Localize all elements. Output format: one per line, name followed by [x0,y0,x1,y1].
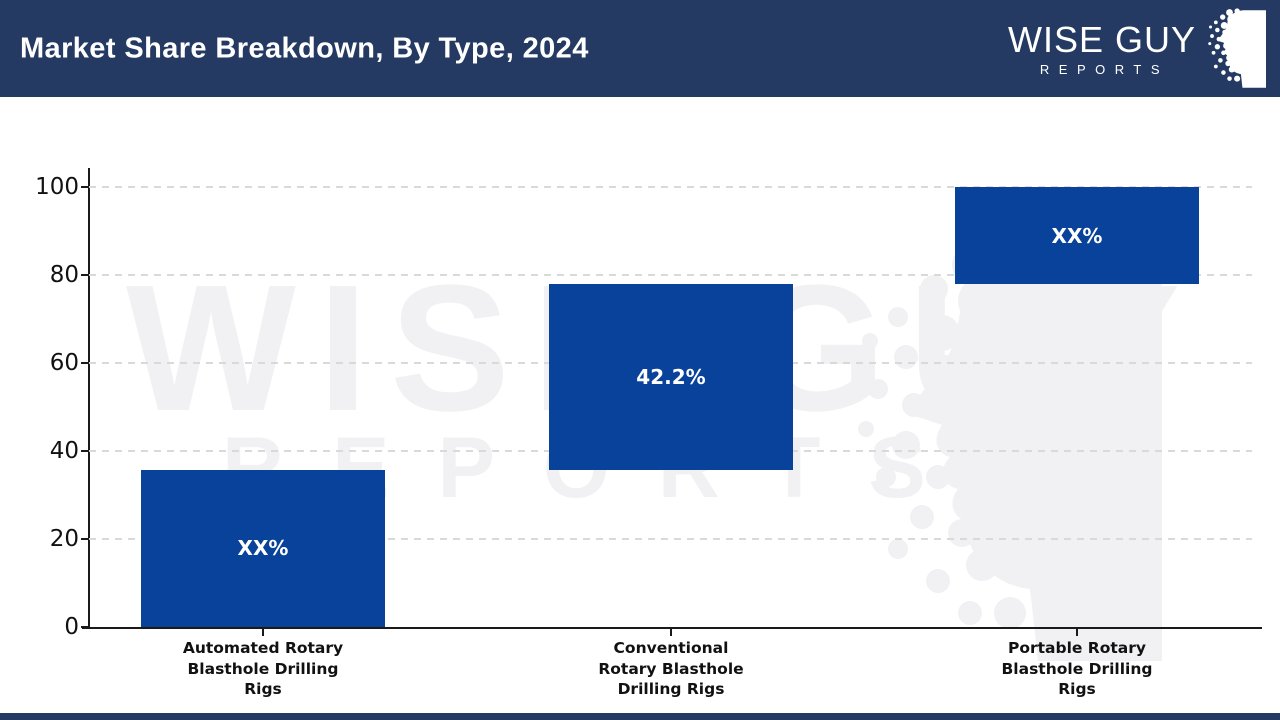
footer-bar [0,713,1280,720]
y-axis-tick-label: 40 [49,438,79,464]
x-axis-line [82,627,1262,629]
plot-area: 0 20 40 60 80 100 XX% 42.2% XX% Automated Rotary … [0,97,1280,713]
brand-logo-text: WISE GUY REPORTS [1007,19,1196,78]
x-axis-tick [670,629,672,636]
y-axis-tick [81,274,89,276]
gridline [89,274,1252,276]
y-axis-tick-label: 80 [49,262,79,288]
y-axis-tick [81,362,89,364]
y-axis-tick-label: 0 [64,614,79,640]
y-axis-line [88,168,90,629]
dotted-head-icon [1208,8,1266,88]
brand-tagline: REPORTS [1039,62,1170,77]
x-axis-tick [262,629,264,636]
y-axis-tick [81,626,89,628]
x-axis-category-label: Automated Rotary Blasthole Drilling Rigs [182,639,344,698]
x-axis-category-label: Conventional Rotary Blasthole Drilling R… [598,639,744,698]
gridline [89,538,1252,540]
brand-name: WISE GUY [1007,19,1196,60]
y-axis-tick [81,450,89,452]
bar-value-label: XX% [1051,223,1103,248]
bar-value-label: XX% [237,536,289,561]
x-axis-category-label: Portable Rotary Blasthole Drilling Rigs [1001,639,1153,698]
y-axis-tick [81,186,89,188]
bar-value-label: 42.2% [636,365,706,390]
brand-logo: WISE GUY REPORTS [1008,6,1266,92]
x-axis-tick [1076,629,1078,636]
bar-automated: XX% [141,469,385,627]
gridline [89,186,1252,188]
y-axis-tick [81,538,89,540]
chart-title: Market Share Breakdown, By Type, 2024 [20,32,589,64]
bar-conventional: 42.2% [549,284,793,470]
y-axis-tick-label: 100 [35,174,79,200]
chart-area: WISE GUY REPORTS 020406080100XX%42.2%XX%… [0,97,1280,714]
y-axis-tick-label: 20 [49,526,79,552]
header-bar: Market Share Breakdown, By Type, 2024 WI… [0,0,1280,97]
y-axis-tick-label: 60 [49,350,79,376]
bar-portable: XX% [955,187,1199,285]
